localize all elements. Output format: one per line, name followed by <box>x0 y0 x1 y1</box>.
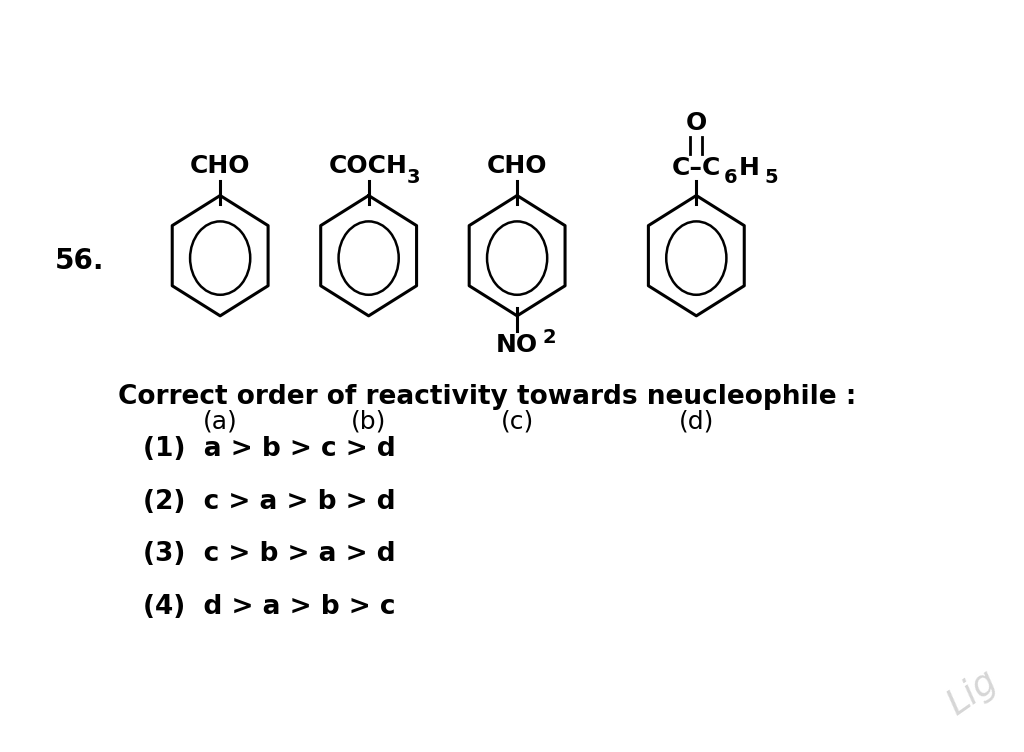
Text: 3: 3 <box>407 168 420 187</box>
Text: (3)  c > b > a > d: (3) c > b > a > d <box>143 541 396 568</box>
Text: (d): (d) <box>679 409 714 433</box>
Text: Lig: Lig <box>941 664 1004 722</box>
Text: CHO: CHO <box>189 154 251 178</box>
Text: (b): (b) <box>351 409 386 433</box>
Text: 56.: 56. <box>55 247 104 274</box>
Text: 6: 6 <box>723 168 737 186</box>
Text: (4)  d > a > b > c: (4) d > a > b > c <box>143 594 396 620</box>
Text: (1)  a > b > c > d: (1) a > b > c > d <box>143 436 396 462</box>
Text: 2: 2 <box>542 328 556 347</box>
Text: NO: NO <box>496 333 539 357</box>
Text: (a): (a) <box>203 409 238 433</box>
Text: C–C: C–C <box>672 156 721 180</box>
Text: 5: 5 <box>764 168 778 186</box>
Text: (c): (c) <box>501 409 534 433</box>
Text: O: O <box>686 111 707 135</box>
Text: (2)  c > a > b > d: (2) c > a > b > d <box>143 489 396 515</box>
Text: COCH: COCH <box>329 154 409 178</box>
Text: CHO: CHO <box>486 154 548 178</box>
Text: H: H <box>738 156 759 180</box>
Text: Correct order of reactivity towards neucleophile :: Correct order of reactivity towards neuc… <box>118 384 856 410</box>
